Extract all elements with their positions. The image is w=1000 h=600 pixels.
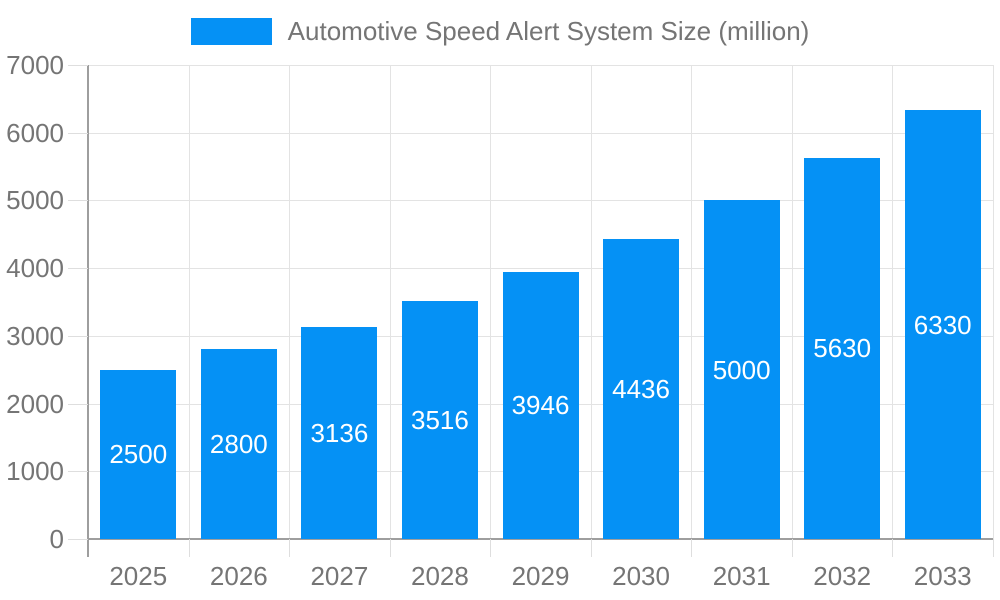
x-axis-tick [691, 539, 693, 557]
y-axis-tick [68, 471, 88, 473]
gridline-horizontal [88, 132, 993, 134]
x-axis-tick-label: 2033 [913, 561, 972, 591]
bar-2027[interactable] [301, 326, 378, 539]
x-axis-tick-label: 2032 [813, 561, 872, 591]
y-axis-tick-label: 7000 [6, 50, 64, 80]
gridline-vertical [389, 65, 391, 539]
bar-2026[interactable] [200, 349, 277, 539]
bar-value-label: 3516 [411, 404, 469, 435]
gridline-vertical [691, 65, 693, 539]
y-axis-tick [68, 200, 88, 202]
x-axis-tick-label: 2030 [612, 561, 670, 591]
bar-2030[interactable] [603, 238, 680, 539]
gridline-vertical [791, 65, 793, 539]
y-axis-tick-label: 3000 [6, 320, 64, 351]
gridline-vertical [289, 65, 291, 539]
x-axis-tick-label: 2029 [511, 561, 570, 591]
x-axis-tick [993, 539, 994, 557]
gridline-vertical [188, 65, 190, 539]
y-axis-tick-label: 4000 [6, 253, 64, 284]
legend-label: Automotive Speed Alert System Size (mill… [287, 16, 810, 46]
bar-2031[interactable] [703, 200, 780, 539]
plot-area: 2500 2800 3136 3516 3946 4436 5000 5630 6330 [87, 65, 994, 557]
bar-2025[interactable] [100, 369, 177, 539]
y-axis-tick-label: 2000 [6, 388, 64, 419]
bar-2028[interactable] [401, 300, 478, 539]
y-axis-tick-label: 6000 [6, 117, 64, 148]
gridline-vertical [892, 65, 894, 539]
bar-value-label: 5000 [712, 354, 771, 385]
x-axis-tick [289, 539, 291, 557]
y-axis-tick-label: 5000 [6, 185, 64, 216]
bar-value-label: 2800 [209, 429, 268, 460]
x-axis-tick-label: 2026 [209, 561, 268, 591]
gridline-vertical [590, 65, 592, 539]
gridline-vertical [490, 65, 492, 539]
gridline-horizontal [88, 268, 993, 270]
bar-value-label: 6330 [913, 309, 972, 340]
x-axis-tick [892, 539, 894, 557]
y-axis-tick-label: 0 [49, 524, 64, 554]
y-axis-tick [68, 132, 88, 134]
y-axis-tick [68, 335, 88, 337]
bar-value-label: 2500 [109, 439, 168, 470]
x-axis-tick [389, 539, 391, 557]
bar-value-label: 4436 [612, 373, 670, 404]
y-axis-line [87, 65, 89, 557]
y-axis-tick [68, 268, 88, 270]
bar-value-label: 5630 [813, 333, 872, 364]
gridline-horizontal [88, 200, 993, 202]
x-axis-tick [590, 539, 592, 557]
legend-swatch [190, 17, 272, 45]
y-axis-tick-label: 1000 [6, 456, 64, 487]
x-axis-tick-label: 2031 [712, 561, 771, 591]
bar-2029[interactable] [502, 271, 579, 539]
bar-2032[interactable] [804, 157, 881, 539]
gridline-vertical [993, 65, 994, 539]
gridline-horizontal [88, 65, 993, 66]
x-axis-line [88, 538, 993, 540]
x-axis-tick-label: 2025 [109, 561, 168, 591]
x-axis-tick [791, 539, 793, 557]
x-axis-tick-label: 2027 [310, 561, 369, 591]
y-axis-tick [68, 539, 88, 540]
bar-2033[interactable] [904, 110, 981, 539]
bar-value-label: 3136 [310, 417, 369, 448]
x-axis-tick [188, 539, 190, 557]
chart-legend[interactable]: Automotive Speed Alert System Size (mill… [0, 16, 1000, 46]
bar-value-label: 3946 [511, 390, 570, 421]
x-axis-tick [490, 539, 492, 557]
x-axis-tick-label: 2028 [411, 561, 469, 591]
y-axis-tick [68, 403, 88, 405]
y-axis-tick [68, 65, 88, 66]
